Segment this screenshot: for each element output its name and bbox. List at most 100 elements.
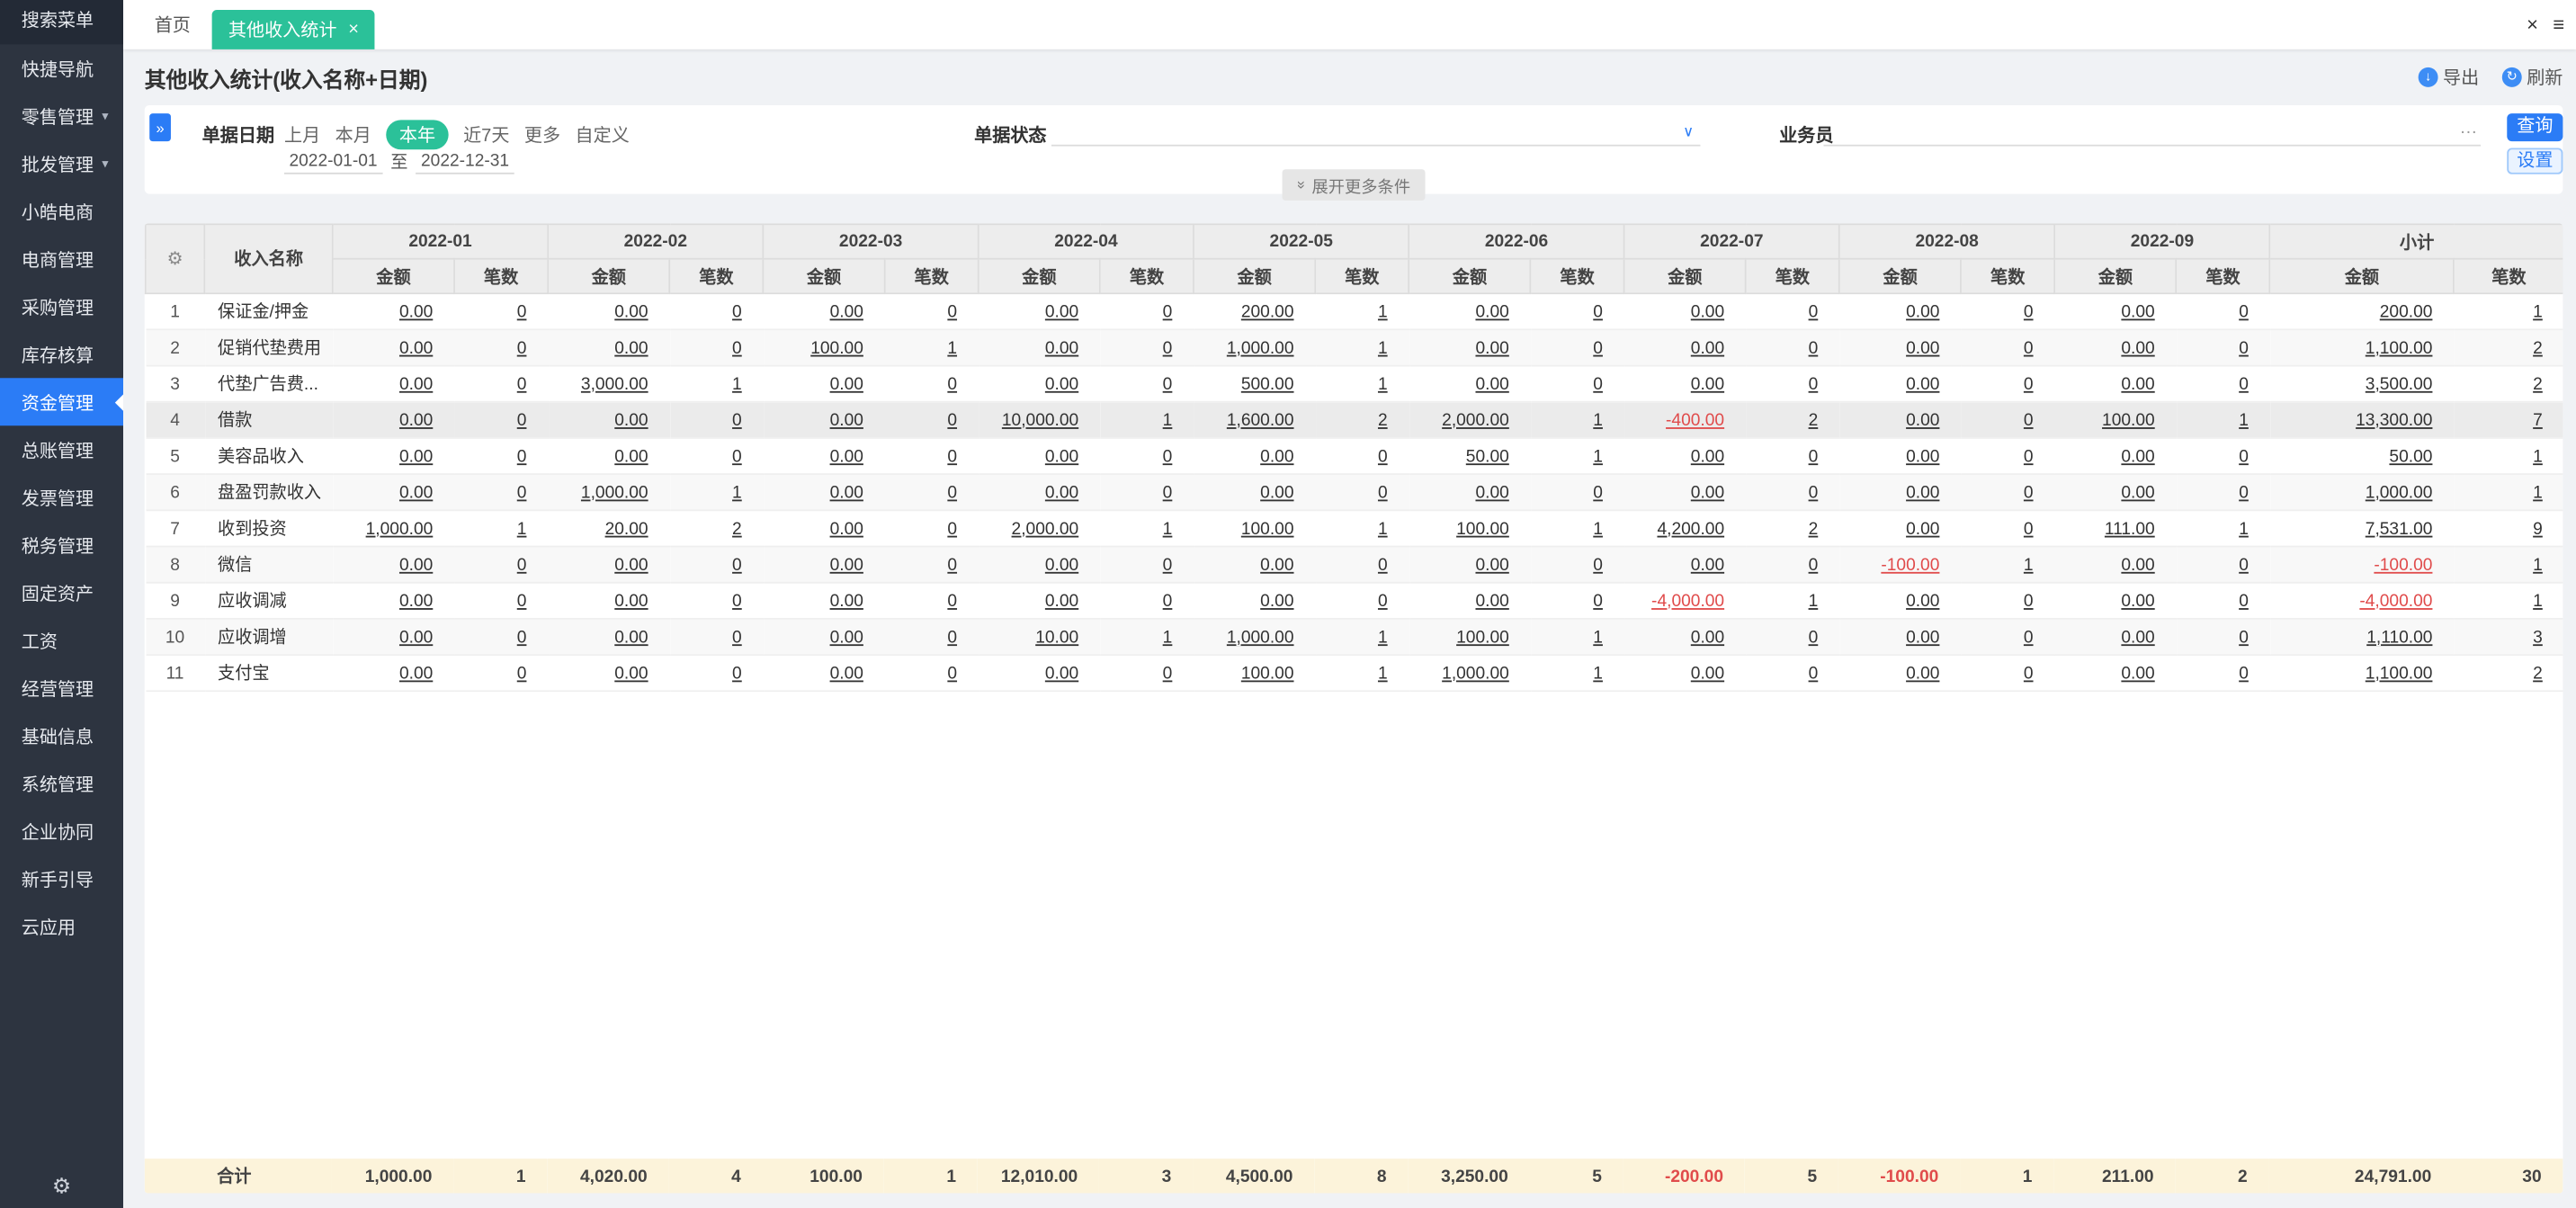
amount-link[interactable]: 0.00 <box>398 554 434 575</box>
count-link[interactable]: 0 <box>1808 482 1819 503</box>
amount-link[interactable]: 0.00 <box>398 409 434 430</box>
amount-link[interactable]: 0.00 <box>1906 482 1940 503</box>
sidebar-item[interactable]: 税务管理 <box>0 521 123 568</box>
export-button[interactable]: ↓ 导出 <box>2418 64 2479 90</box>
count-link[interactable]: 1 <box>1377 663 1388 684</box>
amount-link[interactable]: 0.00 <box>1475 590 1509 611</box>
amount-link[interactable]: 0.00 <box>614 627 648 648</box>
amount-link[interactable]: 0.00 <box>1690 301 1725 322</box>
amount-link[interactable]: 0.00 <box>1044 373 1079 394</box>
sidebar-item[interactable]: 总账管理 <box>0 425 123 473</box>
date-end-input[interactable]: 2022-12-31 <box>416 150 514 174</box>
count-link[interactable]: 1 <box>1808 590 1819 611</box>
amount-link[interactable]: 0.00 <box>398 373 434 394</box>
sidebar-item[interactable]: 工资 <box>0 616 123 664</box>
amount-link[interactable]: 0.00 <box>2121 590 2155 611</box>
sidebar-item[interactable]: 经营管理 <box>0 664 123 711</box>
amount-link[interactable]: 50.00 <box>2389 446 2433 467</box>
amount-link[interactable]: 1,000.00 <box>1226 337 1294 358</box>
count-link[interactable]: 0 <box>516 590 527 611</box>
amount-link[interactable]: 0.00 <box>2121 554 2155 575</box>
date-start-input[interactable]: 2022-01-01 <box>283 150 383 174</box>
count-link[interactable]: 0 <box>947 373 958 394</box>
amount-link[interactable]: 3,000.00 <box>580 373 648 394</box>
count-link[interactable]: 0 <box>1593 482 1603 503</box>
count-link[interactable]: 0 <box>947 409 958 430</box>
amount-link[interactable]: 0.00 <box>829 590 863 611</box>
count-link[interactable]: 0 <box>516 554 527 575</box>
count-link[interactable]: 0 <box>732 301 742 322</box>
count-link[interactable]: 1 <box>516 518 527 539</box>
amount-link[interactable]: 0.00 <box>1044 590 1079 611</box>
amount-link[interactable]: 0.00 <box>1690 663 1725 684</box>
count-link[interactable]: 0 <box>2239 590 2249 611</box>
count-link[interactable]: 9 <box>2533 518 2543 539</box>
status-select[interactable]: ∨ <box>1051 119 1701 147</box>
amount-link[interactable]: 0.00 <box>1260 590 1294 611</box>
amount-link[interactable]: -100.00 <box>2374 554 2433 575</box>
count-link[interactable]: 1 <box>1377 337 1388 358</box>
amount-link[interactable]: 0.00 <box>2121 663 2155 684</box>
amount-link[interactable]: 0.00 <box>1044 446 1079 467</box>
amount-link[interactable]: 0.00 <box>1906 627 1940 648</box>
gear-icon[interactable]: ⚙ <box>166 249 183 270</box>
count-link[interactable]: 2 <box>2533 337 2543 358</box>
amount-link[interactable]: 3,500.00 <box>2365 373 2433 394</box>
query-button[interactable]: 查询 <box>2507 113 2563 142</box>
count-link[interactable]: 1 <box>1377 373 1388 394</box>
count-link[interactable]: 0 <box>2023 373 2034 394</box>
count-link[interactable]: 0 <box>732 627 742 648</box>
amount-link[interactable]: 1,600.00 <box>1226 409 1294 430</box>
close-all-tabs-icon[interactable]: × <box>2527 13 2538 37</box>
amount-link[interactable]: 0.00 <box>398 446 434 467</box>
count-link[interactable]: 0 <box>2023 518 2034 539</box>
date-option[interactable]: 自定义 <box>575 126 630 147</box>
gear-icon[interactable]: ⚙ <box>51 1173 72 1199</box>
amount-link[interactable]: 0.00 <box>829 409 863 430</box>
amount-link[interactable]: 0.00 <box>1475 554 1509 575</box>
count-link[interactable]: 0 <box>947 518 958 539</box>
count-link[interactable]: 0 <box>2239 446 2249 467</box>
sidebar-item[interactable]: 小皓电商 <box>0 187 123 235</box>
count-link[interactable]: 7 <box>2533 409 2543 430</box>
amount-link[interactable]: 0.00 <box>829 301 863 322</box>
count-link[interactable]: 3 <box>2533 627 2543 648</box>
amount-link[interactable]: 0.00 <box>1260 446 1294 467</box>
date-option[interactable]: 近7天 <box>463 126 510 147</box>
count-link[interactable]: 0 <box>2023 446 2034 467</box>
count-link[interactable]: 0 <box>1377 590 1388 611</box>
count-link[interactable]: 0 <box>516 409 527 430</box>
amount-link[interactable]: 0.00 <box>1475 373 1509 394</box>
amount-link[interactable]: 0.00 <box>829 663 863 684</box>
count-link[interactable]: 0 <box>2239 482 2249 503</box>
salesman-input[interactable]: … <box>1823 118 2482 147</box>
amount-link[interactable]: 0.00 <box>2121 301 2155 322</box>
amount-link[interactable]: 0.00 <box>829 554 863 575</box>
count-link[interactable]: 1 <box>2239 409 2249 430</box>
collapse-filter-icon[interactable]: » <box>149 113 171 142</box>
amount-link[interactable]: 0.00 <box>1475 337 1509 358</box>
count-link[interactable]: 0 <box>1162 301 1173 322</box>
count-link[interactable]: 0 <box>1808 337 1819 358</box>
amount-link[interactable]: 0.00 <box>2121 373 2155 394</box>
count-link[interactable]: 0 <box>1377 554 1388 575</box>
more-dots-icon[interactable]: … <box>2459 118 2478 139</box>
sidebar-item[interactable]: 库存核算 <box>0 330 123 378</box>
amount-link[interactable]: 1,000.00 <box>2365 482 2433 503</box>
sidebar-item[interactable]: 发票管理 <box>0 473 123 521</box>
amount-link[interactable]: 200.00 <box>1240 301 1294 322</box>
count-link[interactable]: 0 <box>516 301 527 322</box>
amount-link[interactable]: 0.00 <box>829 518 863 539</box>
count-link[interactable]: 0 <box>732 554 742 575</box>
count-link[interactable]: 0 <box>732 337 742 358</box>
count-link[interactable]: 1 <box>1162 409 1173 430</box>
amount-link[interactable]: 0.00 <box>1044 482 1079 503</box>
count-link[interactable]: 1 <box>1377 627 1388 648</box>
amount-link[interactable]: 0.00 <box>1260 482 1294 503</box>
count-link[interactable]: 1 <box>2533 590 2543 611</box>
amount-link[interactable]: 0.00 <box>1044 337 1079 358</box>
amount-link[interactable]: 0.00 <box>398 301 434 322</box>
amount-link[interactable]: -100.00 <box>1881 554 1940 575</box>
count-link[interactable]: 0 <box>1808 627 1819 648</box>
settings-button[interactable]: 设置 <box>2507 148 2563 174</box>
